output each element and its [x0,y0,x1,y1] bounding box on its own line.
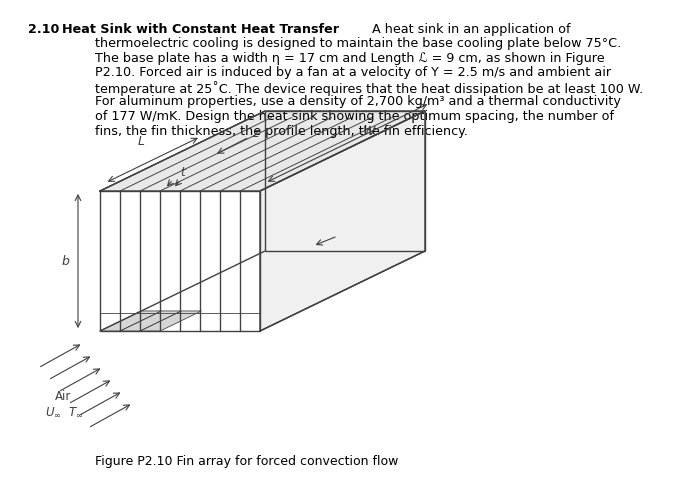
Text: For aluminum properties, use a density of 2,700 kg/m³ and a thermal conductivity: For aluminum properties, use a density o… [95,96,621,108]
Text: $U_\infty$  $T_\infty$: $U_\infty$ $T_\infty$ [45,406,83,419]
Polygon shape [100,111,425,191]
Text: The base plate has a width η = 17 cm and Length ℒ = 9 cm, as shown in Figure: The base plate has a width η = 17 cm and… [95,52,605,65]
Text: $z$: $z$ [252,127,260,140]
Text: Heat Sink with Constant Heat Transfer: Heat Sink with Constant Heat Transfer [62,23,339,36]
Text: of 177 W/mK. Design the heat sink showing the optimum spacing, the number of: of 177 W/mK. Design the heat sink showin… [95,110,614,123]
Polygon shape [120,311,181,331]
Text: temperature at 25˚C. The device requires that the heat dissipation be at least 1: temperature at 25˚C. The device requires… [95,81,643,96]
Text: thermoelectric cooling is designed to maintain the base cooling plate below 75°C: thermoelectric cooling is designed to ma… [95,37,622,51]
Text: $t$: $t$ [180,166,187,179]
Polygon shape [140,311,202,331]
Text: $W$: $W$ [363,125,377,138]
Polygon shape [100,311,161,331]
Text: A heat sink in an application of: A heat sink in an application of [368,23,570,36]
Text: P2.10. Forced air is induced by a fan at a velocity of Υ = 2.5 m/s and ambient a: P2.10. Forced air is induced by a fan at… [95,67,611,80]
Text: 2.10: 2.10 [28,23,60,36]
Text: Figure P2.10 Fin array for forced convection flow: Figure P2.10 Fin array for forced convec… [95,455,398,468]
Polygon shape [260,111,425,331]
Text: fins, the fin thickness, the profile length, the fin efficiency.: fins, the fin thickness, the profile len… [95,124,468,138]
Polygon shape [100,191,260,331]
Text: $b$: $b$ [61,254,70,268]
Text: Air: Air [55,390,71,403]
Text: $L$: $L$ [136,135,145,148]
